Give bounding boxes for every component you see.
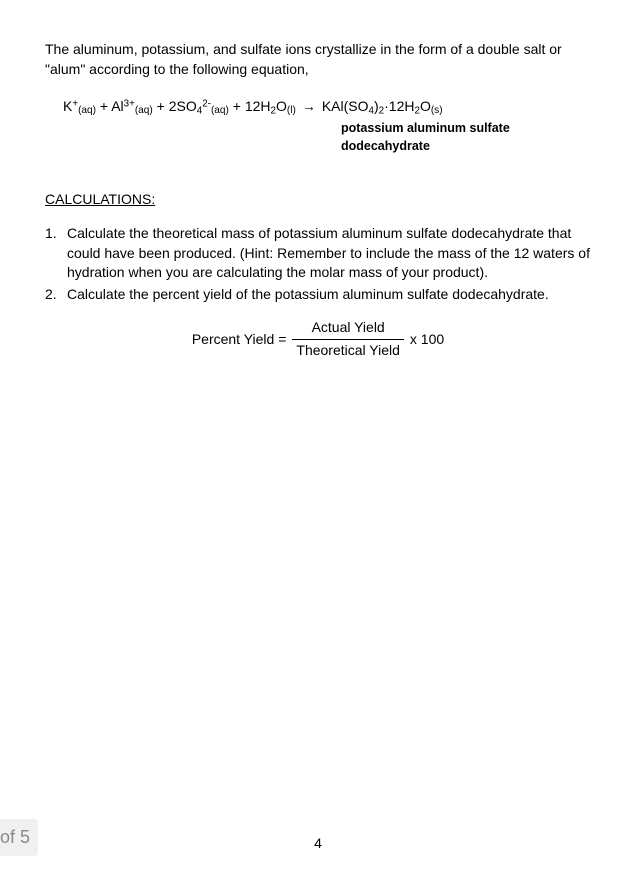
fraction-line xyxy=(292,339,404,340)
page-number: 4 xyxy=(0,834,636,854)
calculations-list: 1. Calculate the theoretical mass of pot… xyxy=(45,224,591,304)
fraction-denominator: Theoretical Yield xyxy=(292,341,404,361)
formula-multiplier: x 100 xyxy=(410,330,444,350)
reactant-k: K+(aq) xyxy=(63,98,96,114)
list-item: 2. Calculate the percent yield of the po… xyxy=(45,285,591,305)
product: KAl(SO4)2·12H2O(s) xyxy=(322,98,443,114)
list-number: 2. xyxy=(45,285,67,305)
intro-paragraph: The aluminum, potassium, and sulfate ion… xyxy=(45,40,591,79)
fraction: Actual Yield Theoretical Yield xyxy=(292,318,404,360)
equation-block: K+(aq) + Al3+(aq) + 2SO42-(aq) + 12H2O(l… xyxy=(45,97,591,155)
list-item: 1. Calculate the theoretical mass of pot… xyxy=(45,224,591,283)
reaction-arrow: → xyxy=(302,98,316,114)
list-number: 1. xyxy=(45,224,67,283)
percent-yield-formula: Percent Yield = Actual Yield Theoretical… xyxy=(45,318,591,360)
page-indicator: of 5 xyxy=(0,819,38,856)
fraction-numerator: Actual Yield xyxy=(292,318,404,338)
equation: K+(aq) + Al3+(aq) + 2SO42-(aq) + 12H2O(l… xyxy=(63,97,591,118)
product-label: potassium aluminum sulfate dodecahydrate xyxy=(341,120,591,155)
reactant-so4: 2SO42-(aq) xyxy=(169,98,229,114)
calculations-heading: CALCULATIONS: xyxy=(45,190,591,210)
list-text: Calculate the percent yield of the potas… xyxy=(67,285,591,305)
reactant-h2o: 12H2O(l) xyxy=(245,98,296,114)
formula-label: Percent Yield = xyxy=(192,330,287,350)
list-text: Calculate the theoretical mass of potass… xyxy=(67,224,591,283)
reactant-al: Al3+(aq) xyxy=(111,98,153,114)
